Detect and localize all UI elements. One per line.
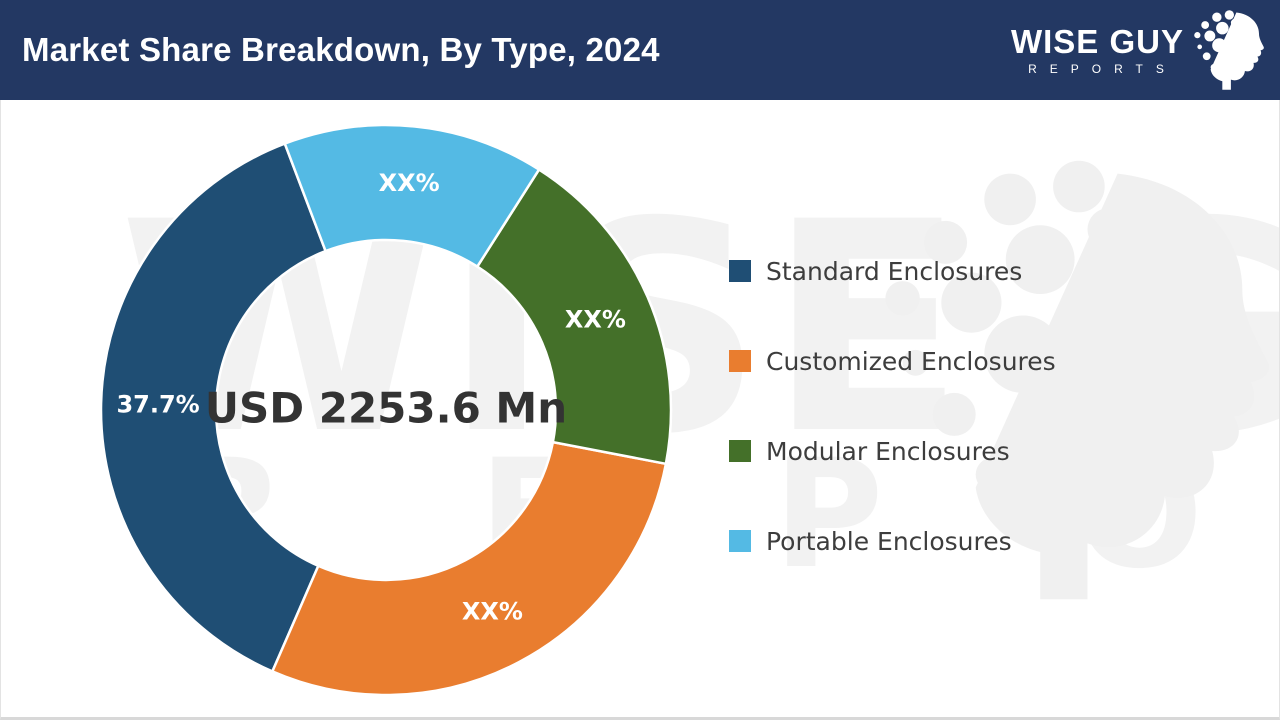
donut-segment-label: XX% <box>565 306 626 334</box>
page-title: Market Share Breakdown, By Type, 2024 <box>22 31 660 68</box>
donut-chart: 37.7% XX% XX% XX% <box>99 123 673 697</box>
legend-item: Modular Enclosures <box>729 436 1056 466</box>
donut-segment-label: 37.7% <box>116 391 199 419</box>
donut-segment-standard-enclosures <box>99 141 328 674</box>
donut-segment-portable-enclosures <box>283 123 541 269</box>
logo-title: WISE GUY <box>1010 22 1184 60</box>
donut-segment-label: XX% <box>462 598 523 626</box>
wise-guy-logo: WISE GUY REPORTS <box>1011 9 1266 91</box>
logo-wordmark: WISE GUY REPORTS <box>1011 25 1184 76</box>
logo-face-icon <box>1194 10 1264 90</box>
header-bar: Market Share Breakdown, By Type, 2024 WI… <box>0 0 1280 100</box>
donut-segment-label: XX% <box>379 169 440 197</box>
legend-item: Customized Enclosures <box>729 346 1056 376</box>
donut-segment-modular-enclosures <box>475 167 673 466</box>
legend-swatch <box>729 350 751 372</box>
legend-label: Standard Enclosures <box>766 256 1023 286</box>
legend-label: Customized Enclosures <box>766 346 1056 376</box>
legend-item: Standard Enclosures <box>729 256 1056 286</box>
legend-swatch <box>729 440 751 462</box>
legend-item: Portable Enclosures <box>729 526 1056 556</box>
legend-label: Modular Enclosures <box>766 436 1010 466</box>
donut-segment-customized-enclosures <box>270 440 668 697</box>
legend-swatch <box>729 260 751 282</box>
chart-area: WISE GUY R E P O R T S 37.7%XX%XX%XX% US… <box>0 100 1280 720</box>
logo-subtitle: REPORTS <box>1028 61 1177 76</box>
legend: Standard Enclosures Customized Enclosure… <box>729 256 1056 618</box>
legend-swatch <box>729 530 751 552</box>
donut-center-value: USD 2253.6 Mn <box>204 383 568 433</box>
legend-label: Portable Enclosures <box>766 526 1012 556</box>
